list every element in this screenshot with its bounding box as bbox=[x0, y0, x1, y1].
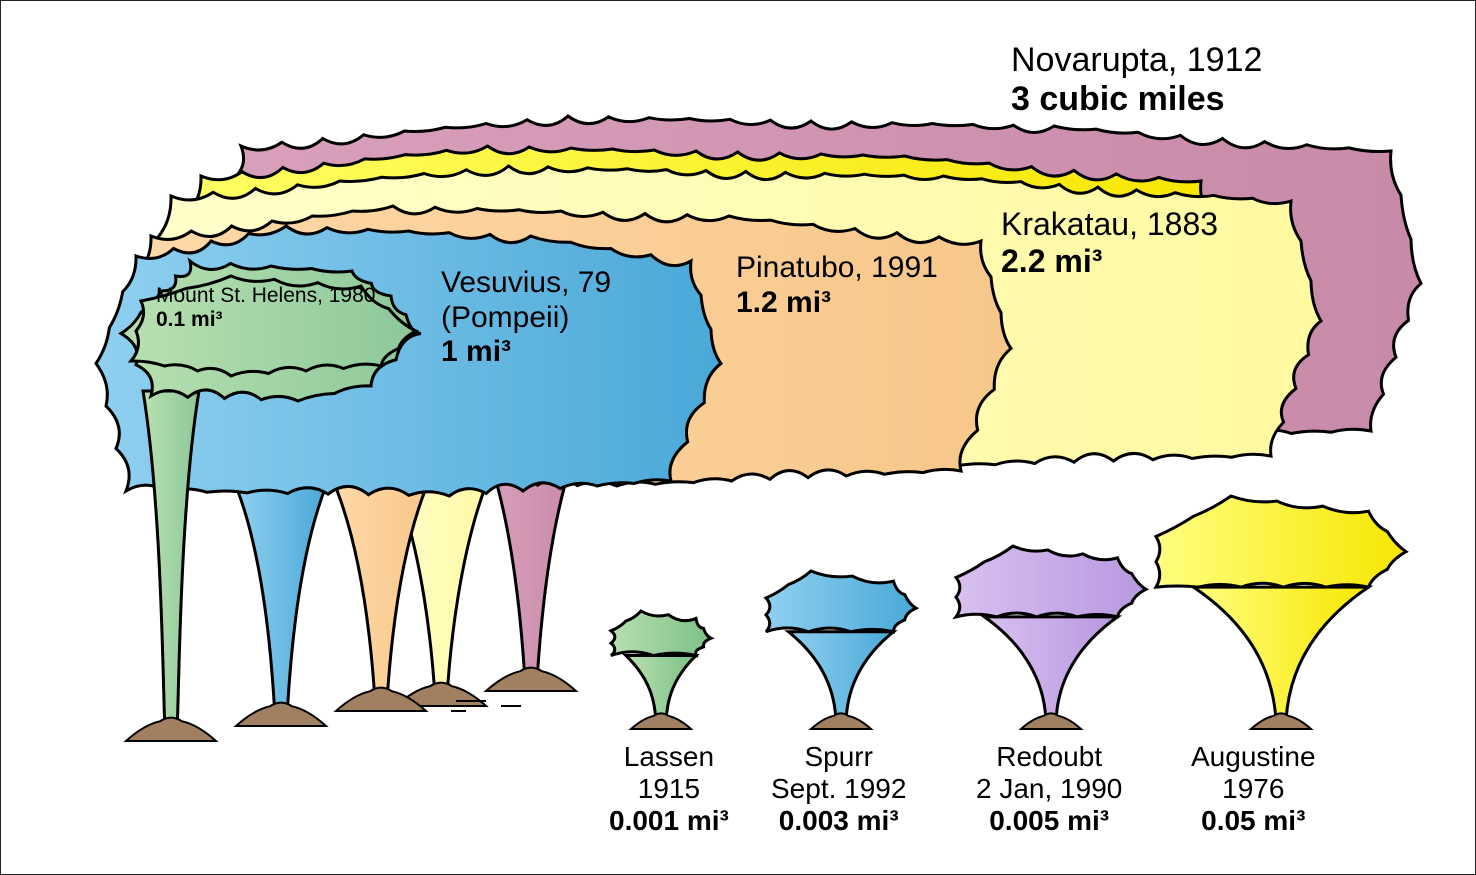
label-name: Mount St. Helens, 1980 bbox=[156, 284, 375, 307]
label-volume: 0.05 mi³ bbox=[1201, 805, 1305, 836]
label-novarupta: Novarupta, 19123 cubic miles bbox=[1011, 41, 1262, 119]
label-volume: 1 mi³ bbox=[441, 335, 511, 368]
label-pinatubo: Pinatubo, 19911.2 mi³ bbox=[736, 251, 938, 320]
label-spurr: Spurr Sept. 1992 0.003 mi³ bbox=[771, 741, 906, 838]
label-volume: 0.003 mi³ bbox=[779, 805, 899, 836]
cloud-spurr bbox=[766, 571, 916, 729]
label-sthelens: Mount St. Helens, 19800.1 mi³ bbox=[156, 284, 375, 332]
label-volume: 3 cubic miles bbox=[1011, 80, 1225, 118]
label-volume: 1.2 mi³ bbox=[736, 286, 831, 319]
label-name: Redoubt bbox=[996, 741, 1102, 772]
label-name: Novarupta, 1912 bbox=[1011, 41, 1262, 79]
label-date: Sept. 1992 bbox=[771, 773, 906, 804]
label-redoubt: Redoubt 2 Jan, 1990 0.005 mi³ bbox=[976, 741, 1122, 838]
label-vesuvius: Vesuvius, 79(Pompeii)1 mi³ bbox=[441, 266, 611, 370]
label-name: Augustine bbox=[1191, 741, 1316, 772]
eruption-infographic: Novarupta, 19123 cubic miles Krakatau, 18… bbox=[0, 0, 1476, 875]
label-date: 1915 bbox=[638, 773, 700, 804]
label-volume: 2.2 mi³ bbox=[1001, 243, 1102, 279]
label-krakatau: Krakatau, 18832.2 mi³ bbox=[1001, 206, 1218, 280]
label-name: Pinatubo, 1991 bbox=[736, 251, 938, 284]
label-sub: (Pompeii) bbox=[441, 301, 569, 334]
label-date: 2 Jan, 1990 bbox=[976, 773, 1122, 804]
label-volume: 0.1 mi³ bbox=[156, 308, 223, 331]
label-lassen: Lassen 1915 0.001 mi³ bbox=[609, 741, 729, 838]
label-volume: 0.001 mi³ bbox=[609, 805, 729, 836]
label-name: Vesuvius, 79 bbox=[441, 266, 611, 299]
label-name: Lassen bbox=[624, 741, 714, 772]
label-augustine: Augustine 1976 0.05 mi³ bbox=[1191, 741, 1316, 838]
cloud-lassen bbox=[611, 611, 711, 729]
cloud-augustine bbox=[1156, 496, 1406, 729]
label-volume: 0.005 mi³ bbox=[989, 805, 1109, 836]
label-date: 1976 bbox=[1222, 773, 1284, 804]
cloud-redoubt bbox=[956, 546, 1146, 729]
label-name: Spurr bbox=[804, 741, 872, 772]
label-name: Krakatau, 1883 bbox=[1001, 206, 1218, 242]
